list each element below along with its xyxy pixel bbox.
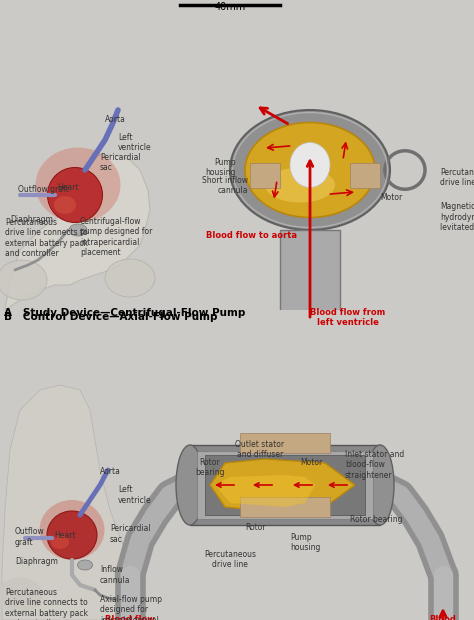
Ellipse shape xyxy=(176,445,204,525)
Text: Axial-flow pump
designed for
intraabdominal
placement: Axial-flow pump designed for intraabdomi… xyxy=(100,595,162,620)
Polygon shape xyxy=(5,155,150,310)
Text: 40mm: 40mm xyxy=(214,2,246,12)
Text: Left
ventricle: Left ventricle xyxy=(118,485,152,505)
Ellipse shape xyxy=(0,260,47,300)
Ellipse shape xyxy=(54,196,76,214)
Text: Motor: Motor xyxy=(380,193,402,202)
Ellipse shape xyxy=(265,167,335,203)
Text: Pericardial
sac: Pericardial sac xyxy=(110,525,151,544)
Text: Outflow graft: Outflow graft xyxy=(18,185,69,194)
Ellipse shape xyxy=(36,148,120,223)
Ellipse shape xyxy=(0,577,43,613)
Text: Inlet stator and
blood-flow
straightener: Inlet stator and blood-flow straightener xyxy=(345,450,404,480)
Bar xyxy=(294,330,326,385)
Text: B   Control Device—Axial-Flow Pump: B Control Device—Axial-Flow Pump xyxy=(4,312,218,322)
Text: Blood flow
to aorta: Blood flow to aorta xyxy=(105,615,155,620)
Ellipse shape xyxy=(230,110,390,230)
Polygon shape xyxy=(2,385,130,620)
Text: Magnetic
hydrodynamically
levitated impeller: Magnetic hydrodynamically levitated impe… xyxy=(440,202,474,232)
Polygon shape xyxy=(215,475,315,507)
Ellipse shape xyxy=(366,445,394,525)
Text: Aorta: Aorta xyxy=(100,467,121,477)
Ellipse shape xyxy=(51,535,69,549)
Bar xyxy=(240,497,330,517)
Ellipse shape xyxy=(69,224,87,236)
Text: Percutaneous
drive line connects to
external battery pack
and controller: Percutaneous drive line connects to exte… xyxy=(5,588,88,620)
Ellipse shape xyxy=(105,259,155,297)
Text: Inflow
cannula: Inflow cannula xyxy=(100,565,130,585)
Text: Heart: Heart xyxy=(57,183,79,192)
Text: Blood flow to aorta: Blood flow to aorta xyxy=(207,231,298,239)
Text: Rotor: Rotor xyxy=(245,523,265,533)
Text: Motor: Motor xyxy=(300,458,322,467)
Bar xyxy=(280,230,340,330)
Text: Pump
housing: Pump housing xyxy=(206,157,236,177)
Text: Heart: Heart xyxy=(54,531,76,539)
Text: Percutaneous
drive line connects to
external battery pack
and controller: Percutaneous drive line connects to exte… xyxy=(5,218,88,258)
Bar xyxy=(300,330,320,385)
Text: Diaphragm: Diaphragm xyxy=(10,215,53,224)
Text: Centrifugal-flow
pump designed for
intrapericardial
placement: Centrifugal-flow pump designed for intra… xyxy=(80,217,152,257)
Ellipse shape xyxy=(47,511,97,559)
Ellipse shape xyxy=(78,560,92,570)
Ellipse shape xyxy=(39,500,104,560)
Text: Rotor
bearing: Rotor bearing xyxy=(195,458,225,477)
Text: Aorta: Aorta xyxy=(105,115,126,124)
Bar xyxy=(197,451,373,519)
Bar xyxy=(205,455,365,515)
Text: Pump
housing: Pump housing xyxy=(290,533,320,552)
Text: Percutaneous
drive line: Percutaneous drive line xyxy=(440,167,474,187)
Text: Blood flow from
left ventricle: Blood flow from left ventricle xyxy=(310,308,386,327)
Bar xyxy=(250,163,280,188)
Bar xyxy=(350,163,380,188)
Text: Short inflow
cannula: Short inflow cannula xyxy=(202,175,248,195)
Text: Pericardial
sac: Pericardial sac xyxy=(100,153,141,172)
Ellipse shape xyxy=(47,167,102,223)
Bar xyxy=(240,433,330,453)
Ellipse shape xyxy=(245,123,375,218)
Text: Rotor bearing: Rotor bearing xyxy=(350,515,402,525)
Text: Outlet stator
and diffuser: Outlet stator and diffuser xyxy=(236,440,284,459)
Bar xyxy=(190,445,380,525)
Text: A   Study Device—Centrifugal-Flow Pump: A Study Device—Centrifugal-Flow Pump xyxy=(4,308,246,318)
Text: Diaphragm: Diaphragm xyxy=(15,557,58,567)
Text: Percutaneous
drive line: Percutaneous drive line xyxy=(204,550,256,569)
Text: Outflow
graft: Outflow graft xyxy=(15,527,45,547)
Text: Blood
flow from
left ventricle: Blood flow from left ventricle xyxy=(412,615,474,620)
Text: Left
ventricle: Left ventricle xyxy=(118,133,152,152)
Polygon shape xyxy=(210,459,355,511)
Ellipse shape xyxy=(290,143,330,187)
